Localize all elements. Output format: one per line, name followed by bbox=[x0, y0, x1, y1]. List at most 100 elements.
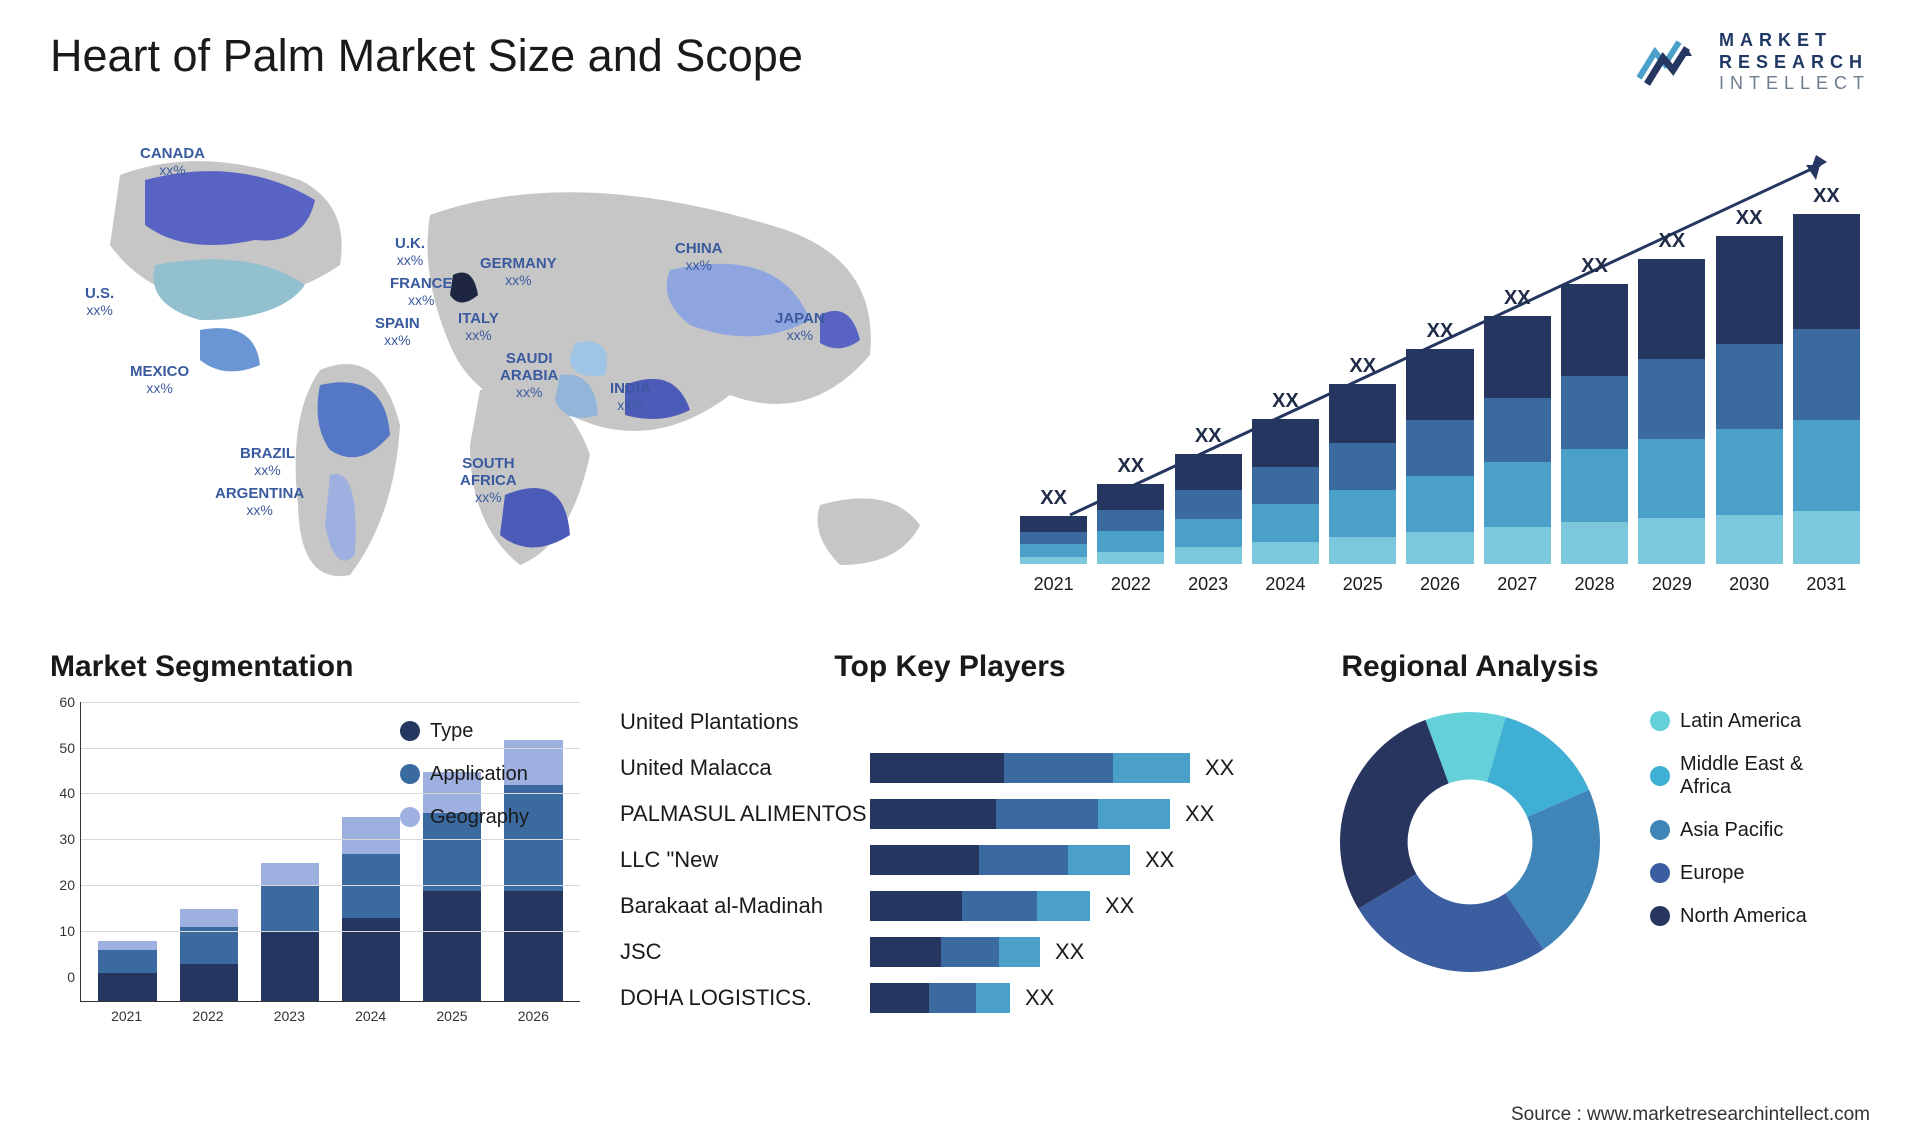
forecast-year-label: 2021 bbox=[1034, 574, 1074, 595]
legend-swatch-icon bbox=[400, 764, 420, 784]
forecast-year-label: 2028 bbox=[1575, 574, 1615, 595]
forecast-year-label: 2023 bbox=[1188, 574, 1228, 595]
player-name: United Plantations bbox=[620, 709, 870, 735]
forecast-value-label: XX bbox=[1040, 487, 1067, 510]
legend-swatch-icon bbox=[1650, 711, 1670, 731]
player-name: Barakaat al-Madinah bbox=[620, 893, 870, 919]
legend-item: Asia Pacific bbox=[1650, 819, 1870, 842]
player-value-label: XX bbox=[1055, 939, 1084, 965]
player-row: Barakaat al-Madinah XX bbox=[620, 886, 1280, 926]
legend-item: Middle East &Africa bbox=[1650, 753, 1870, 799]
player-name: LLC "New bbox=[620, 847, 870, 873]
legend-label: Latin America bbox=[1680, 710, 1801, 733]
map-country-label: MEXICOxx% bbox=[130, 363, 189, 398]
player-name: PALMASUL ALIMENTOS bbox=[620, 801, 870, 827]
map-country-label: SOUTHAFRICAxx% bbox=[460, 455, 517, 507]
seg-y-tick: 50 bbox=[59, 740, 75, 756]
seg-y-tick: 20 bbox=[59, 877, 75, 893]
map-country-label: ARGENTINAxx% bbox=[215, 485, 304, 520]
forecast-year-label: 2031 bbox=[1806, 574, 1846, 595]
forecast-year-label: 2026 bbox=[1420, 574, 1460, 595]
seg-y-tick: 60 bbox=[59, 694, 75, 710]
legend-label: Middle East &Africa bbox=[1680, 753, 1803, 799]
player-name: JSC bbox=[620, 939, 870, 965]
forecast-value-label: XX bbox=[1427, 320, 1454, 343]
seg-y-tick: 10 bbox=[59, 923, 75, 939]
player-name: United Malacca bbox=[620, 755, 870, 781]
forecast-value-label: XX bbox=[1659, 230, 1686, 253]
player-value-label: XX bbox=[1105, 893, 1134, 919]
map-country-label: FRANCExx% bbox=[390, 275, 453, 310]
map-country-label: U.K.xx% bbox=[395, 235, 425, 270]
logo-text: MARKET RESEARCH INTELLECT bbox=[1719, 30, 1870, 95]
page-title: Heart of Palm Market Size and Scope bbox=[50, 30, 803, 82]
players-panel: Top Key Players United PlantationsUnited… bbox=[620, 650, 1280, 1060]
player-name: DOHA LOGISTICS. bbox=[620, 985, 870, 1011]
player-row: JSC XX bbox=[620, 932, 1280, 972]
legend-item: Type bbox=[400, 720, 580, 743]
segmentation-title: Market Segmentation bbox=[50, 650, 580, 684]
forecast-bar: XX 2026 bbox=[1406, 320, 1473, 595]
legend-item: Geography bbox=[400, 806, 580, 829]
forecast-value-label: XX bbox=[1272, 390, 1299, 413]
forecast-year-label: 2024 bbox=[1265, 574, 1305, 595]
forecast-bar: XX 2030 bbox=[1716, 207, 1783, 595]
legend-swatch-icon bbox=[1650, 820, 1670, 840]
forecast-year-label: 2025 bbox=[1343, 574, 1383, 595]
bottom-row: Market Segmentation 0 10 20 30 40 50 60 202120… bbox=[50, 650, 1870, 1060]
player-bar bbox=[870, 983, 1010, 1013]
legend-label: Type bbox=[430, 720, 473, 743]
player-value-label: XX bbox=[1185, 801, 1214, 827]
forecast-value-label: XX bbox=[1736, 207, 1763, 230]
map-country-label: INDIAxx% bbox=[610, 380, 651, 415]
seg-y-tick: 30 bbox=[59, 831, 75, 847]
legend-swatch-icon bbox=[1650, 766, 1670, 786]
regional-legend: Latin America Middle East &Africa Asia Pac… bbox=[1650, 710, 1870, 948]
forecast-year-label: 2027 bbox=[1497, 574, 1537, 595]
legend-label: Geography bbox=[430, 806, 529, 829]
forecast-value-label: XX bbox=[1581, 255, 1608, 278]
players-list: United Plantations United Malacca XX PALMAS… bbox=[620, 702, 1280, 1018]
segmentation-x-labels: 202120222023202420252026 bbox=[80, 1002, 580, 1024]
segmentation-legend: Type Application Geography bbox=[400, 720, 580, 849]
forecast-year-label: 2022 bbox=[1111, 574, 1151, 595]
legend-item: Application bbox=[400, 763, 580, 786]
seg-y-tick: 0 bbox=[67, 969, 75, 985]
forecast-bar: XX 2024 bbox=[1252, 390, 1319, 595]
map-country-label: CANADAxx% bbox=[140, 145, 205, 180]
map-country-label: SPAINxx% bbox=[375, 315, 420, 350]
seg-y-tick: 40 bbox=[59, 785, 75, 801]
player-row: DOHA LOGISTICS. XX bbox=[620, 978, 1280, 1018]
forecast-year-label: 2030 bbox=[1729, 574, 1769, 595]
forecast-chart: XX2021XX2022XX2023XX2024XX2025XX2026XX20… bbox=[1010, 125, 1870, 595]
header: Heart of Palm Market Size and Scope MARK… bbox=[50, 30, 1870, 95]
legend-swatch-icon bbox=[1650, 863, 1670, 883]
player-row: United Plantations bbox=[620, 702, 1280, 742]
legend-label: North America bbox=[1680, 905, 1807, 928]
forecast-bar: XX2025 bbox=[1329, 355, 1396, 595]
player-value-label: XX bbox=[1145, 847, 1174, 873]
legend-item: Latin America bbox=[1650, 710, 1870, 733]
world-map-panel: CANADAxx%U.S.xx%MEXICOxx%BRAZILxx%ARGENT… bbox=[50, 125, 950, 595]
player-value-label: XX bbox=[1025, 985, 1054, 1011]
map-country-label: CHINAxx% bbox=[675, 240, 723, 275]
map-country-label: SAUDIARABIAxx% bbox=[500, 350, 558, 402]
logo-line-3: INTELLECT bbox=[1719, 73, 1870, 95]
player-bar bbox=[870, 845, 1130, 875]
forecast-year-label: 2029 bbox=[1652, 574, 1692, 595]
legend-label: Europe bbox=[1680, 862, 1745, 885]
regional-panel: Regional Analysis Latin AmericaMiddle Ea… bbox=[1320, 650, 1870, 1060]
logo-line-1: MARKET bbox=[1719, 30, 1870, 52]
segmentation-bar bbox=[98, 941, 156, 1001]
segmentation-y-axis: 0102030405060 bbox=[50, 702, 80, 1002]
map-country-label: ITALYxx% bbox=[458, 310, 499, 345]
seg-x-label: 2022 bbox=[192, 1008, 223, 1024]
players-title: Top Key Players bbox=[620, 650, 1280, 684]
donut-slice bbox=[1340, 720, 1449, 909]
forecast-value-label: XX bbox=[1813, 185, 1840, 208]
forecast-value-label: XX bbox=[1118, 455, 1145, 478]
regional-donut bbox=[1330, 702, 1610, 982]
forecast-bar: XX 2028 bbox=[1561, 255, 1628, 595]
segmentation-bar bbox=[342, 817, 400, 1000]
segmentation-bar bbox=[180, 909, 238, 1001]
